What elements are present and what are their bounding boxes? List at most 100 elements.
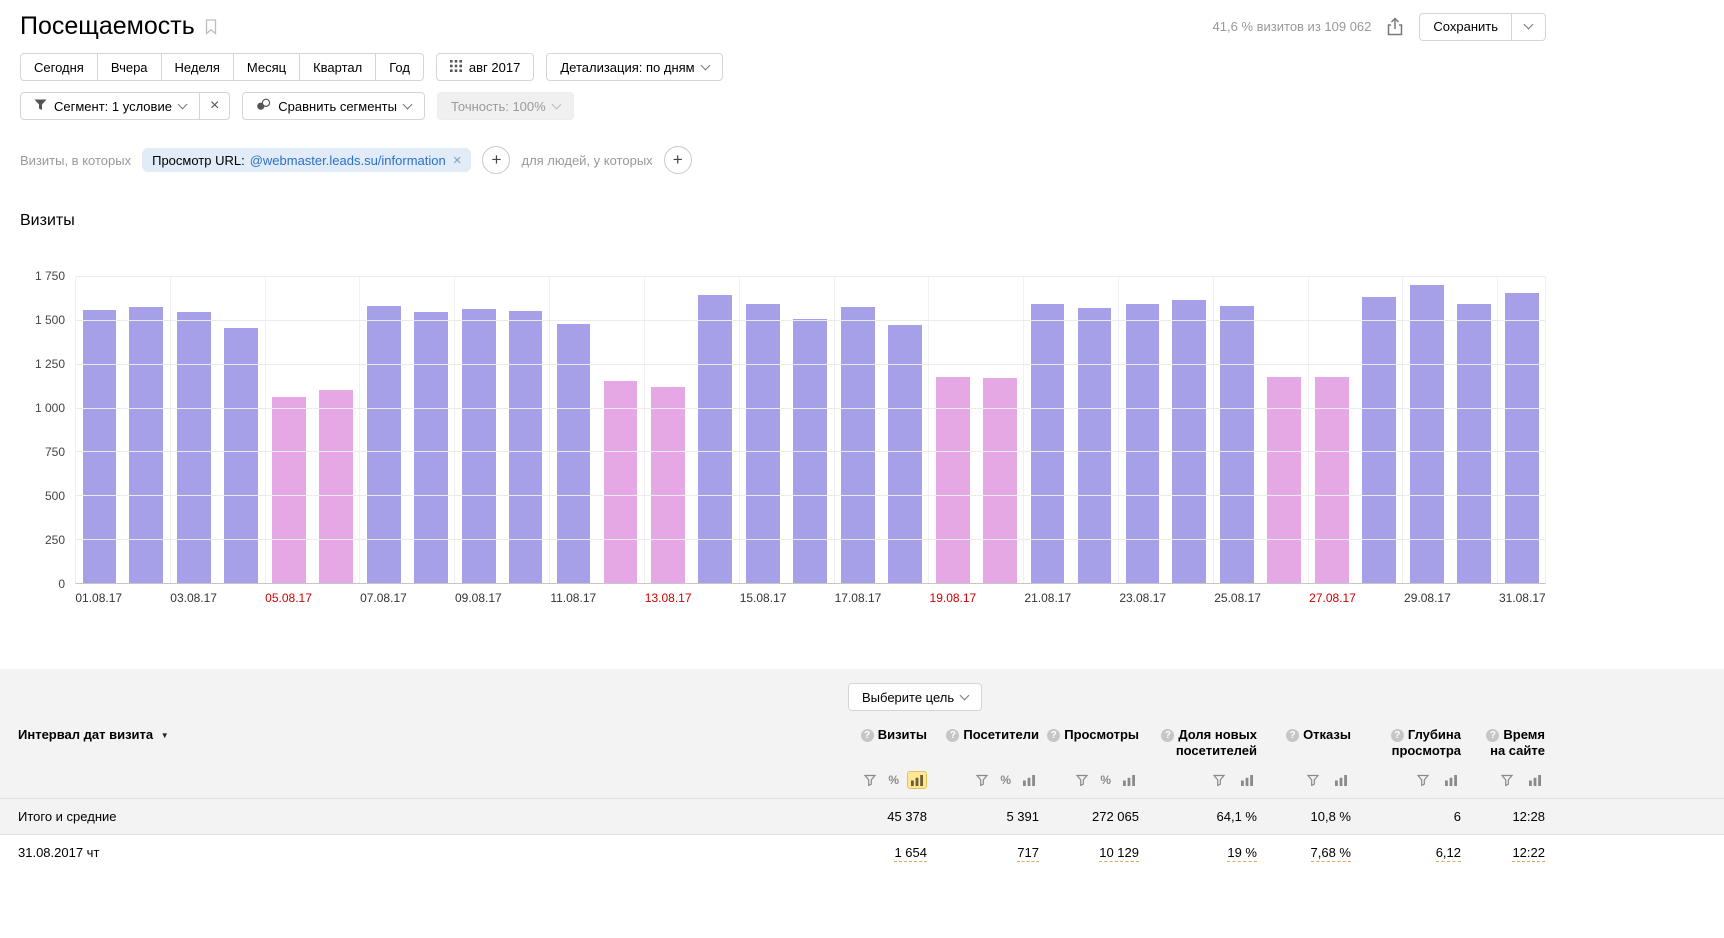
metric-value[interactable]: 717 <box>1017 845 1039 862</box>
filter-icon[interactable] <box>1209 771 1229 789</box>
column-header-3[interactable]: ? Просмотры <box>1039 723 1139 759</box>
chart-bar[interactable] <box>1315 376 1349 583</box>
chip-url-link[interactable]: @webmaster.leads.su/information <box>249 152 446 168</box>
bars-icon[interactable] <box>907 771 927 789</box>
chart-bar[interactable] <box>651 386 686 583</box>
chart-bar[interactable] <box>1172 299 1207 583</box>
chart-bar[interactable] <box>129 306 164 583</box>
help-icon[interactable]: ? <box>1047 729 1061 742</box>
chart-bar[interactable] <box>603 381 638 583</box>
calendar-button[interactable]: авг 2017 <box>435 53 535 81</box>
period-button-6[interactable]: Год <box>376 53 424 81</box>
period-button-5[interactable]: Квартал <box>300 53 377 81</box>
column-header-1[interactable]: ? Визиты <box>817 723 927 759</box>
column-header-4[interactable]: ? Доля новых посетителей <box>1139 723 1257 759</box>
percent-icon[interactable]: % <box>1000 773 1011 787</box>
segment-close-button[interactable]: × <box>199 92 231 120</box>
filter-icon[interactable] <box>1413 771 1433 789</box>
chart-bar[interactable] <box>1409 284 1444 583</box>
chart-bar[interactable] <box>793 318 827 583</box>
filter-icon[interactable] <box>860 771 880 789</box>
chart-bar[interactable] <box>1362 297 1396 583</box>
chart-bar[interactable] <box>367 305 401 583</box>
segment-button[interactable]: Сегмент: 1 условие <box>20 92 200 120</box>
bars-icon[interactable] <box>1119 771 1139 789</box>
bars-icon[interactable] <box>1237 771 1257 789</box>
bars-icon[interactable] <box>1331 771 1351 789</box>
x-tick-label: 03.08.17 <box>170 591 217 605</box>
row-date[interactable]: 31.08.2017 чт <box>18 845 100 860</box>
help-icon[interactable]: ? <box>946 729 960 742</box>
metric-value[interactable]: 1 654 <box>894 845 927 862</box>
column-header-6[interactable]: ? Глубина просмотра <box>1390 727 1461 758</box>
chart-bar[interactable] <box>1456 304 1491 583</box>
bars-icon[interactable] <box>1441 771 1461 789</box>
save-options-button[interactable] <box>1512 12 1546 41</box>
y-tick-label: 1 250 <box>34 357 65 371</box>
compare-segments-button[interactable]: Сравнить сегменты <box>242 92 425 120</box>
period-button-3[interactable]: Неделя <box>161 53 234 81</box>
chart-bar[interactable] <box>272 397 306 583</box>
chart-bar[interactable] <box>935 376 970 583</box>
x-tick-label: 19.08.17 <box>929 591 977 605</box>
chip-close-icon[interactable]: × <box>452 151 462 169</box>
chart-bar[interactable] <box>1267 376 1301 583</box>
chart-bar[interactable] <box>841 306 875 583</box>
filter-icon[interactable] <box>1072 771 1092 789</box>
chart-bar[interactable] <box>1077 308 1112 583</box>
bookmark-icon[interactable] <box>205 18 217 35</box>
help-icon[interactable]: ? <box>1390 729 1404 742</box>
add-visit-condition-button[interactable]: + <box>482 146 511 174</box>
chart-bar[interactable] <box>82 310 117 583</box>
chart-bar[interactable] <box>1125 304 1160 583</box>
chip-prefix: Просмотр URL: <box>152 152 245 168</box>
chevron-down-icon <box>551 99 562 109</box>
percent-icon[interactable]: % <box>888 773 899 787</box>
chart-bar[interactable] <box>746 304 781 583</box>
metric-value[interactable]: 6,12 <box>1435 845 1461 862</box>
export-icon[interactable] <box>1385 16 1405 37</box>
totals-value: 272 065 <box>1092 809 1139 824</box>
help-icon[interactable]: ? <box>860 729 874 742</box>
period-button-4[interactable]: Месяц <box>233 53 301 81</box>
metric-value[interactable]: 10 129 <box>1099 845 1139 862</box>
save-button[interactable]: Сохранить <box>1419 12 1512 41</box>
period-button-2[interactable]: Вчера <box>97 53 162 81</box>
metric-value[interactable]: 19 % <box>1227 845 1257 862</box>
x-tick-label <box>1072 591 1119 605</box>
filter-icon[interactable] <box>972 771 992 789</box>
help-icon[interactable]: ? <box>1486 729 1500 742</box>
chart-bar[interactable] <box>461 309 496 583</box>
date-column-header[interactable]: Интервал дат визита ▼ <box>18 727 169 742</box>
chart-bar[interactable] <box>508 311 543 583</box>
url-filter-chip[interactable]: Просмотр URL: @webmaster.leads.su/inform… <box>142 148 472 172</box>
select-goal-button[interactable]: Выберите цель <box>848 683 983 711</box>
x-tick-label: 05.08.17 <box>265 591 312 605</box>
metric-value[interactable]: 12:22 <box>1512 845 1545 862</box>
metric-value[interactable]: 7,68 % <box>1310 845 1351 862</box>
detail-button[interactable]: Детализация: по дням <box>546 53 723 81</box>
add-people-condition-button[interactable]: + <box>663 146 692 174</box>
chart-bar[interactable] <box>413 311 448 583</box>
chart-bar[interactable] <box>224 327 259 583</box>
row-value-cell: 7,68 % <box>1257 835 1351 870</box>
bars-icon[interactable] <box>1019 771 1039 789</box>
column-header-7[interactable]: ? Время на сайте <box>1461 723 1545 759</box>
filter-icon[interactable] <box>1497 771 1517 789</box>
chart-bar[interactable] <box>1030 304 1065 583</box>
column-header-2[interactable]: ? Посетители <box>927 723 1039 759</box>
chart-bar[interactable] <box>1504 292 1539 583</box>
period-button-1[interactable]: Сегодня <box>20 53 98 81</box>
help-icon[interactable]: ? <box>1286 729 1300 742</box>
chart-bar[interactable] <box>982 377 1017 583</box>
filter-icon[interactable] <box>1303 771 1323 789</box>
percent-icon[interactable]: % <box>1100 773 1111 787</box>
chart-bar[interactable] <box>1220 305 1255 583</box>
bars-icon[interactable] <box>1525 771 1545 789</box>
chart-bar[interactable] <box>319 390 353 583</box>
column-header-5[interactable]: ? Отказы <box>1257 723 1351 759</box>
help-icon[interactable]: ? <box>1161 729 1175 742</box>
chart-bar[interactable] <box>698 295 733 583</box>
precision-button[interactable]: Точность: 100% <box>436 92 574 120</box>
chart-bar[interactable] <box>177 311 212 583</box>
